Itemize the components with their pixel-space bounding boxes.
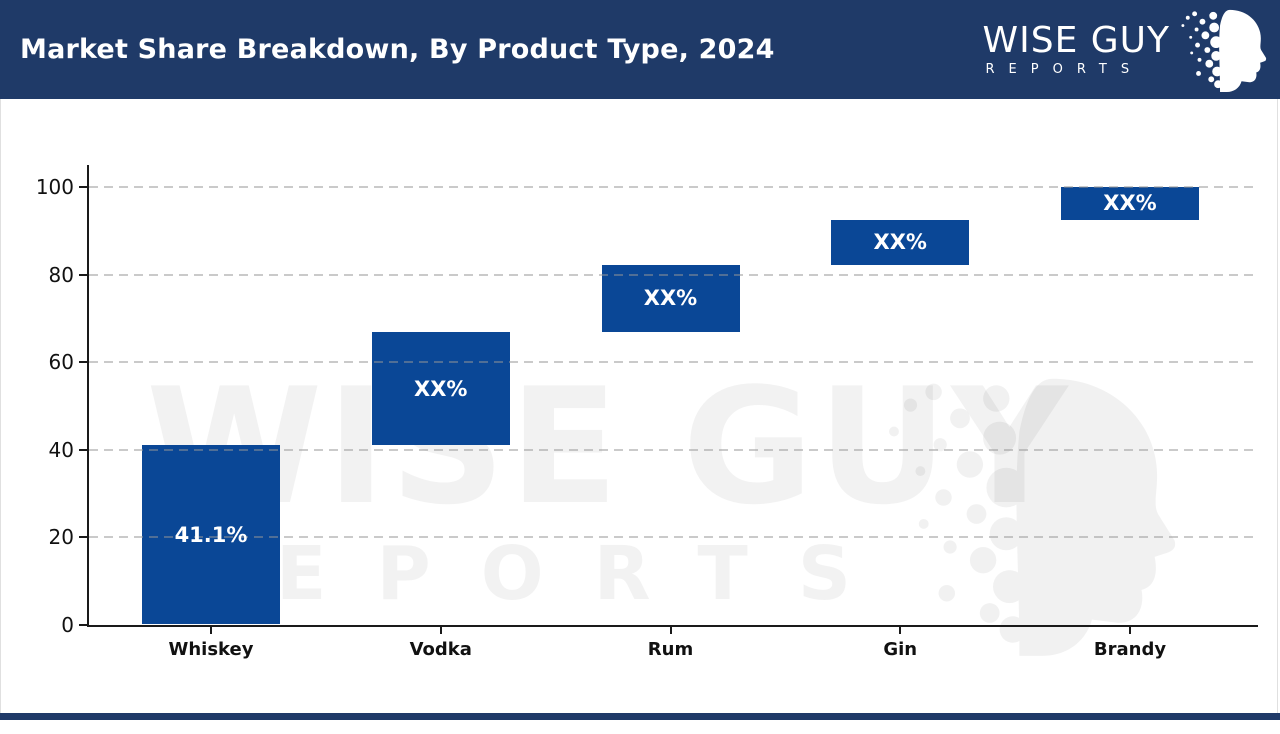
y-tick-label: 100: [35, 175, 74, 200]
bar: [142, 444, 280, 625]
x-tick-mark: [210, 627, 212, 634]
footer-bar: [0, 713, 1280, 720]
x-category-label: Vodka: [409, 639, 472, 660]
gridline: [89, 448, 1258, 451]
y-tick-label: 40: [48, 437, 74, 462]
y-tick-label: 80: [48, 262, 74, 287]
y-tick-mark: [79, 623, 87, 626]
bar-label: 41.1%: [174, 522, 248, 547]
watermark-head-icon: [889, 378, 1176, 656]
logo-wordmark-sub: REPORTS: [985, 62, 1144, 77]
header-bar: Market Share Breakdown, By Product Type,…: [0, 0, 1280, 99]
y-tick-mark: [79, 536, 87, 539]
x-category-label: Brandy: [1093, 639, 1167, 660]
y-tick-mark: [79, 186, 87, 189]
y-tick-mark: [79, 273, 87, 276]
y-tick-mark: [79, 448, 87, 451]
bar: [831, 219, 970, 265]
page-title: Market Share Breakdown, By Product Type,…: [20, 34, 775, 65]
y-tick-label: 0: [61, 612, 74, 637]
y-tick-mark: [79, 361, 87, 364]
x-tick-mark: [899, 627, 902, 634]
bar: [371, 332, 510, 445]
y-tick-label: 60: [48, 350, 74, 375]
bar: [601, 264, 740, 333]
x-tick-mark: [669, 627, 672, 634]
y-tick-label: 20: [48, 525, 74, 550]
bar-label: XX%: [643, 286, 698, 311]
gridline: [89, 361, 1258, 364]
wiseguy-logo: WISE GUY REPORTS: [983, 6, 1273, 94]
x-tick-mark: [439, 627, 442, 634]
bar-label: XX%: [414, 376, 468, 401]
logo-wordmark-main: WISE GUY: [982, 20, 1170, 61]
logo-head-icon: [1181, 9, 1267, 92]
bar-label: XX%: [1103, 191, 1157, 216]
y-axis: [87, 165, 89, 625]
x-tick-mark: [1129, 627, 1131, 634]
logo-wordmark: WISE GUY REPORTS: [982, 20, 1171, 77]
x-category-label: Gin: [883, 639, 918, 660]
gridline: [89, 273, 1258, 276]
x-category-label: Rum: [647, 639, 694, 660]
gridline: [89, 186, 1258, 189]
x-axis: [87, 625, 1258, 627]
bar-label: XX%: [873, 230, 927, 255]
x-category-label: Whiskey: [168, 639, 254, 660]
bar: [1061, 187, 1199, 220]
gridline: [89, 536, 1258, 539]
